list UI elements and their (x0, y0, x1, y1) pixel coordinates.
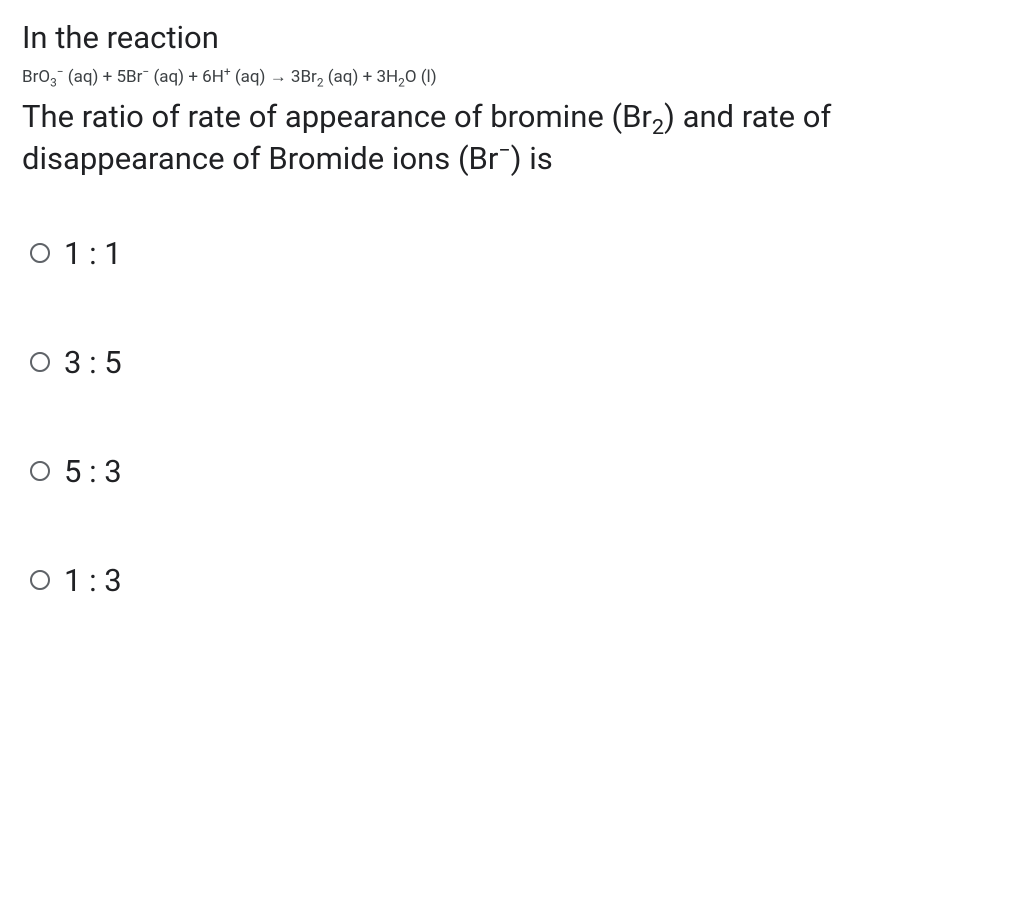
body-sup: − (498, 139, 510, 164)
radio-icon[interactable] (30, 243, 50, 263)
question-intro: In the reaction (22, 18, 1002, 58)
option-label: 1 : 3 (64, 562, 122, 599)
body-text: ) is (511, 140, 553, 177)
eq-text: O (l) (405, 67, 437, 87)
radio-icon[interactable] (30, 352, 50, 372)
option-2[interactable]: 3 : 5 (30, 344, 1002, 381)
reaction-equation: BrO3− (aq) + 5Br− (aq) + 6H+ (aq) → 3Br2… (22, 66, 1002, 90)
option-label: 5 : 3 (64, 453, 122, 490)
eq-sup: − (57, 65, 64, 79)
eq-sub: 2 (398, 76, 405, 90)
option-label: 3 : 5 (64, 344, 122, 381)
option-3[interactable]: 5 : 3 (30, 453, 1002, 490)
eq-sup: + (224, 65, 231, 79)
radio-icon[interactable] (30, 461, 50, 481)
eq-sub: 2 (317, 76, 324, 90)
option-4[interactable]: 1 : 3 (30, 562, 1002, 599)
body-text: The ratio of rate of appearance of bromi… (22, 98, 652, 135)
option-1[interactable]: 1 : 1 (30, 235, 1002, 272)
eq-text: BrO (22, 67, 50, 87)
eq-text: (aq) + 6H (149, 67, 224, 87)
options-list: 1 : 1 3 : 5 5 : 3 1 : 3 (22, 235, 1002, 599)
question-body: The ratio of rate of appearance of bromi… (22, 96, 1002, 180)
eq-text: (aq) + 5Br (64, 67, 143, 87)
eq-text: (aq) + 3H (324, 67, 399, 87)
eq-text: (aq) → 3Br (231, 67, 317, 87)
radio-icon[interactable] (30, 570, 50, 590)
body-sub: 2 (652, 115, 664, 140)
option-label: 1 : 1 (64, 235, 122, 272)
eq-sub: 3 (50, 76, 57, 90)
